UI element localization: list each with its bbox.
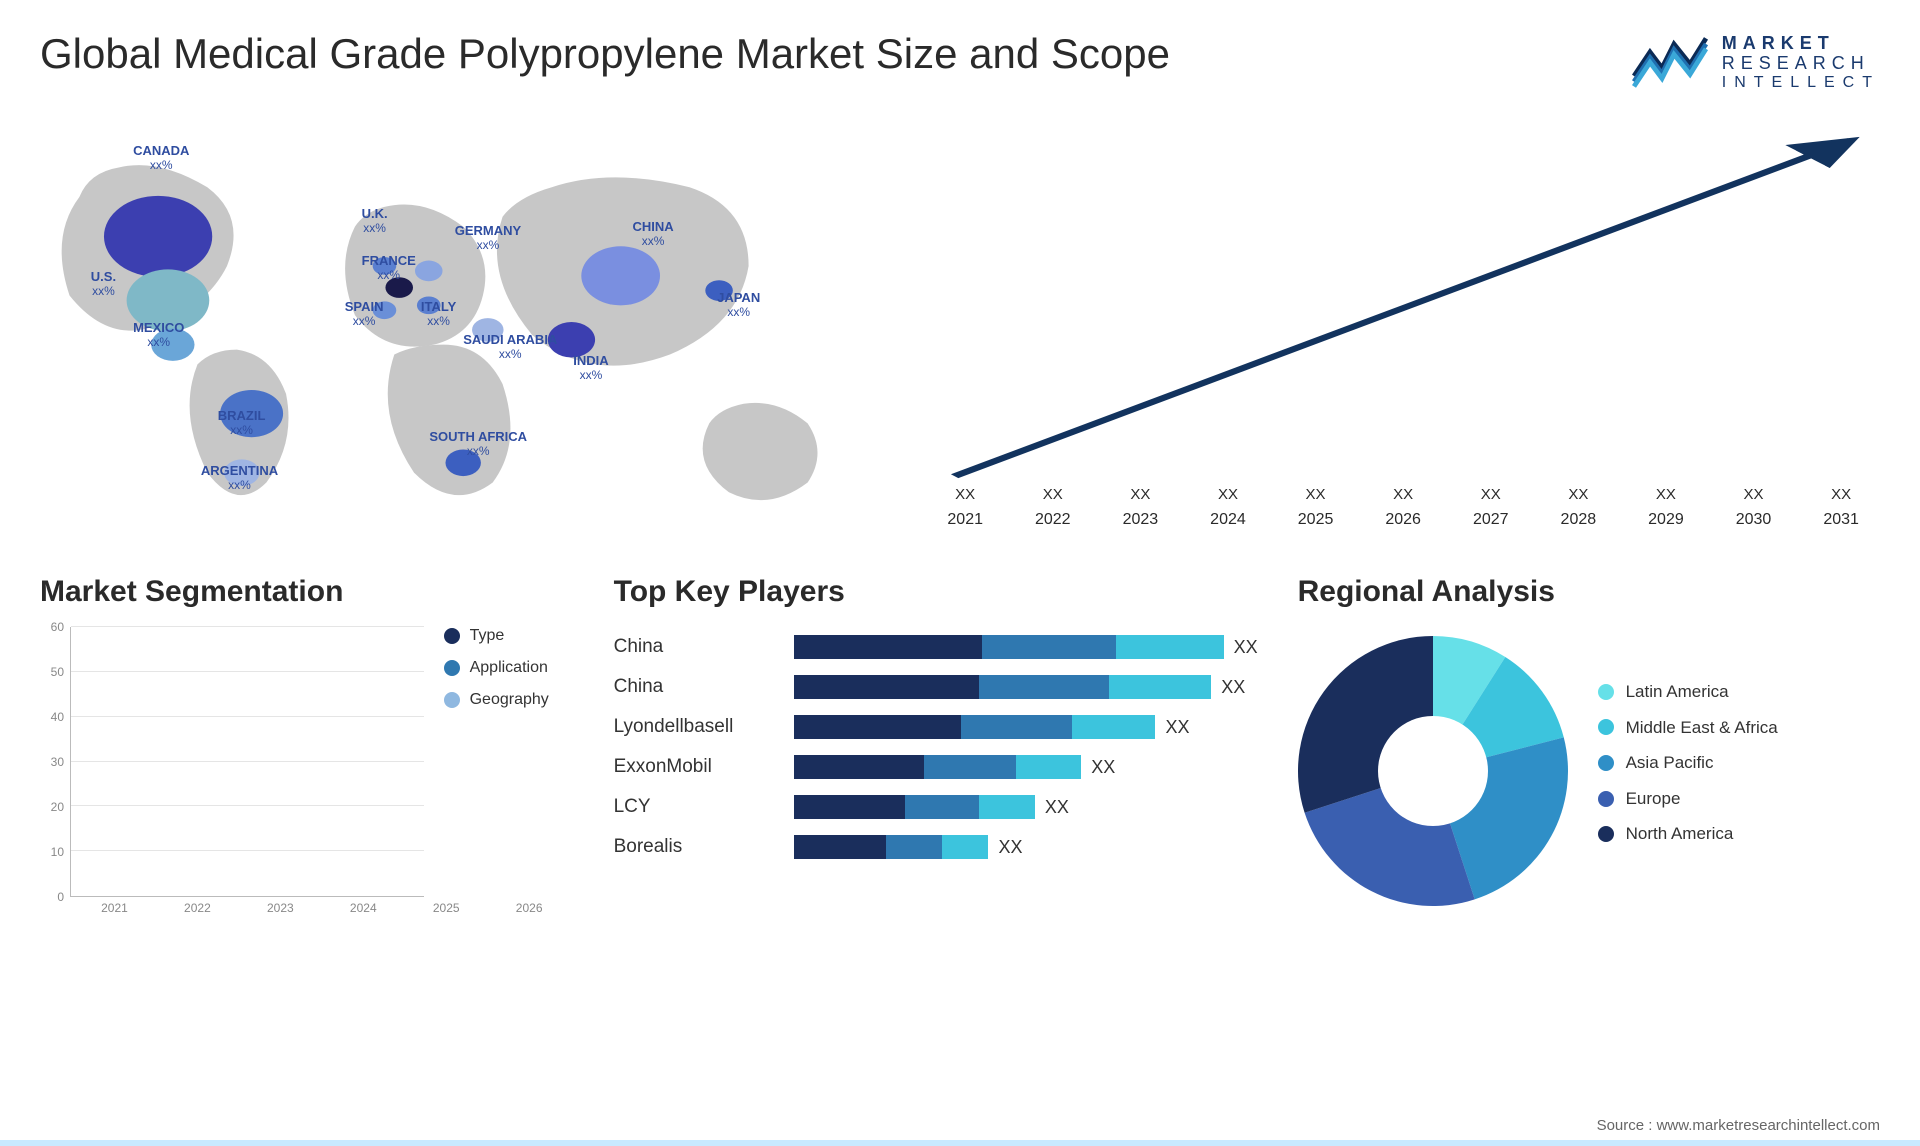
segmentation-title: Market Segmentation	[40, 575, 574, 609]
player-name: ExxonMobil	[614, 747, 784, 787]
segmentation-y-axis: 0102030405060	[40, 627, 70, 897]
segmentation-plot	[70, 627, 424, 897]
player-value: XX	[1045, 797, 1069, 818]
segmentation-year-2023: 2023	[244, 901, 317, 915]
top-row: CANADAxx% U.S.xx% MEXICOxx% BRAZILxx% ARGENT…	[40, 115, 1880, 535]
forecast-value-label: XX	[1656, 486, 1676, 503]
map-label-brazil: BRAZILxx%	[218, 409, 266, 438]
forecast-year-2022: 2022	[1014, 511, 1092, 535]
forecast-value-label: XX	[1481, 486, 1501, 503]
segmentation-panel: Market Segmentation 0102030405060 Type Ap…	[40, 575, 574, 915]
segmentation-year-2021: 2021	[78, 901, 151, 915]
player-name: Borealis	[614, 827, 784, 867]
segmentation-legend-type: Type	[444, 627, 574, 645]
forecast-value-label: XX	[1130, 486, 1150, 503]
map-label-spain: SPAINxx%	[345, 300, 384, 329]
regional-legend-latin-america: Latin America	[1598, 682, 1778, 702]
player-value: XX	[1234, 637, 1258, 658]
player-name: LCY	[614, 787, 784, 827]
map-label-u-s-: U.S.xx%	[91, 270, 116, 299]
brand: MARKET RESEARCH INTELLECT	[1630, 30, 1880, 95]
player-name: China	[614, 667, 784, 707]
map-label-saudi-arabia: SAUDI ARABIAxx%	[463, 333, 557, 362]
map-label-argentina: ARGENTINAxx%	[201, 464, 278, 493]
map-label-south-africa: SOUTH AFRICAxx%	[429, 430, 527, 459]
forecast-year-2025: 2025	[1277, 511, 1355, 535]
forecast-year-2031: 2031	[1802, 511, 1880, 535]
map-label-france: FRANCExx%	[362, 254, 416, 283]
regional-legend-north-america: North America	[1598, 824, 1778, 844]
segmentation-year-2026: 2026	[493, 901, 566, 915]
brand-line-1: MARKET	[1722, 34, 1880, 54]
forecast-year-2021: 2021	[926, 511, 1004, 535]
forecast-value-label: XX	[1306, 486, 1326, 503]
segmentation-legend-application: Application	[444, 659, 574, 677]
player-bar-row: XX	[794, 667, 1258, 707]
brand-line-3: INTELLECT	[1722, 74, 1880, 92]
forecast-value-label: XX	[1218, 486, 1238, 503]
segmentation-legend: Type Application Geography	[424, 627, 574, 897]
regional-title: Regional Analysis	[1298, 575, 1880, 609]
player-value: XX	[998, 837, 1022, 858]
player-bar-row: XX	[794, 747, 1258, 787]
regional-legend-asia-pacific: Asia Pacific	[1598, 753, 1778, 773]
player-name: China	[614, 627, 784, 667]
player-bar-row: XX	[794, 827, 1258, 867]
player-value: XX	[1221, 677, 1245, 698]
source-text: Source : www.marketresearchintellect.com	[1597, 1117, 1880, 1134]
players-names: ChinaChinaLyondellbasellExxonMobilLCYBor…	[614, 627, 784, 915]
player-name: Lyondellbasell	[614, 707, 784, 747]
forecast-year-2024: 2024	[1189, 511, 1267, 535]
regional-legend: Latin America Middle East & Africa Asia Pa…	[1598, 682, 1778, 860]
bottom-row: Market Segmentation 0102030405060 Type Ap…	[40, 575, 1880, 915]
forecast-year-2028: 2028	[1540, 511, 1618, 535]
map-label-mexico: MEXICOxx%	[133, 321, 184, 350]
player-bar-row: XX	[794, 787, 1258, 827]
forecast-year-2027: 2027	[1452, 511, 1530, 535]
map-label-china: CHINAxx%	[632, 220, 673, 249]
map-label-u-k-: U.K.xx%	[362, 207, 388, 236]
forecast-year-2023: 2023	[1102, 511, 1180, 535]
segmentation-x-axis: 2021 2022 2023 2024 2025 2026	[70, 897, 574, 915]
forecast-year-2029: 2029	[1627, 511, 1705, 535]
player-bar-row: XX	[794, 627, 1258, 667]
forecast-value-label: XX	[1744, 486, 1764, 503]
players-bars: XX XX XX XX XX XX	[794, 627, 1258, 915]
forecast-value-label: XX	[1043, 486, 1063, 503]
header: Global Medical Grade Polypropylene Marke…	[40, 30, 1880, 95]
segmentation-year-2024: 2024	[327, 901, 400, 915]
regional-donut	[1298, 636, 1568, 906]
regional-panel: Regional Analysis Latin America Middle Ea…	[1298, 575, 1880, 915]
map-label-italy: ITALYxx%	[421, 300, 456, 329]
forecast-year-2026: 2026	[1364, 511, 1442, 535]
map-label-india: INDIAxx%	[573, 354, 608, 383]
forecast-value-label: XX	[1393, 486, 1413, 503]
world-map: CANADAxx% U.S.xx% MEXICOxx% BRAZILxx% ARGENT…	[40, 115, 886, 535]
brand-logo-icon	[1630, 30, 1710, 95]
footer-accent	[0, 1140, 1920, 1146]
map-label-canada: CANADAxx%	[133, 144, 189, 173]
forecast-value-label: XX	[1831, 486, 1851, 503]
brand-text: MARKET RESEARCH INTELLECT	[1722, 34, 1880, 91]
brand-line-2: RESEARCH	[1722, 54, 1880, 74]
forecast-year-2030: 2030	[1715, 511, 1793, 535]
player-bar-row: XX	[794, 707, 1258, 747]
regional-legend-middle-east-africa: Middle East & Africa	[1598, 718, 1778, 738]
segmentation-legend-geography: Geography	[444, 691, 574, 709]
forecast-value-label: XX	[955, 486, 975, 503]
map-label-japan: JAPANxx%	[717, 291, 760, 320]
segmentation-year-2025: 2025	[410, 901, 483, 915]
forecast-chart: XX XX XX XX XX XX XX XX XX XX XX 2021 2022 2023 2024 2…	[926, 115, 1880, 535]
player-value: XX	[1166, 717, 1190, 738]
players-title: Top Key Players	[614, 575, 1258, 609]
players-panel: Top Key Players ChinaChinaLyondellbasell…	[614, 575, 1258, 915]
regional-legend-europe: Europe	[1598, 789, 1778, 809]
player-value: XX	[1091, 757, 1115, 778]
segmentation-year-2022: 2022	[161, 901, 234, 915]
map-label-germany: GERMANYxx%	[455, 224, 521, 253]
forecast-value-label: XX	[1568, 486, 1588, 503]
page-title: Global Medical Grade Polypropylene Marke…	[40, 30, 1170, 78]
